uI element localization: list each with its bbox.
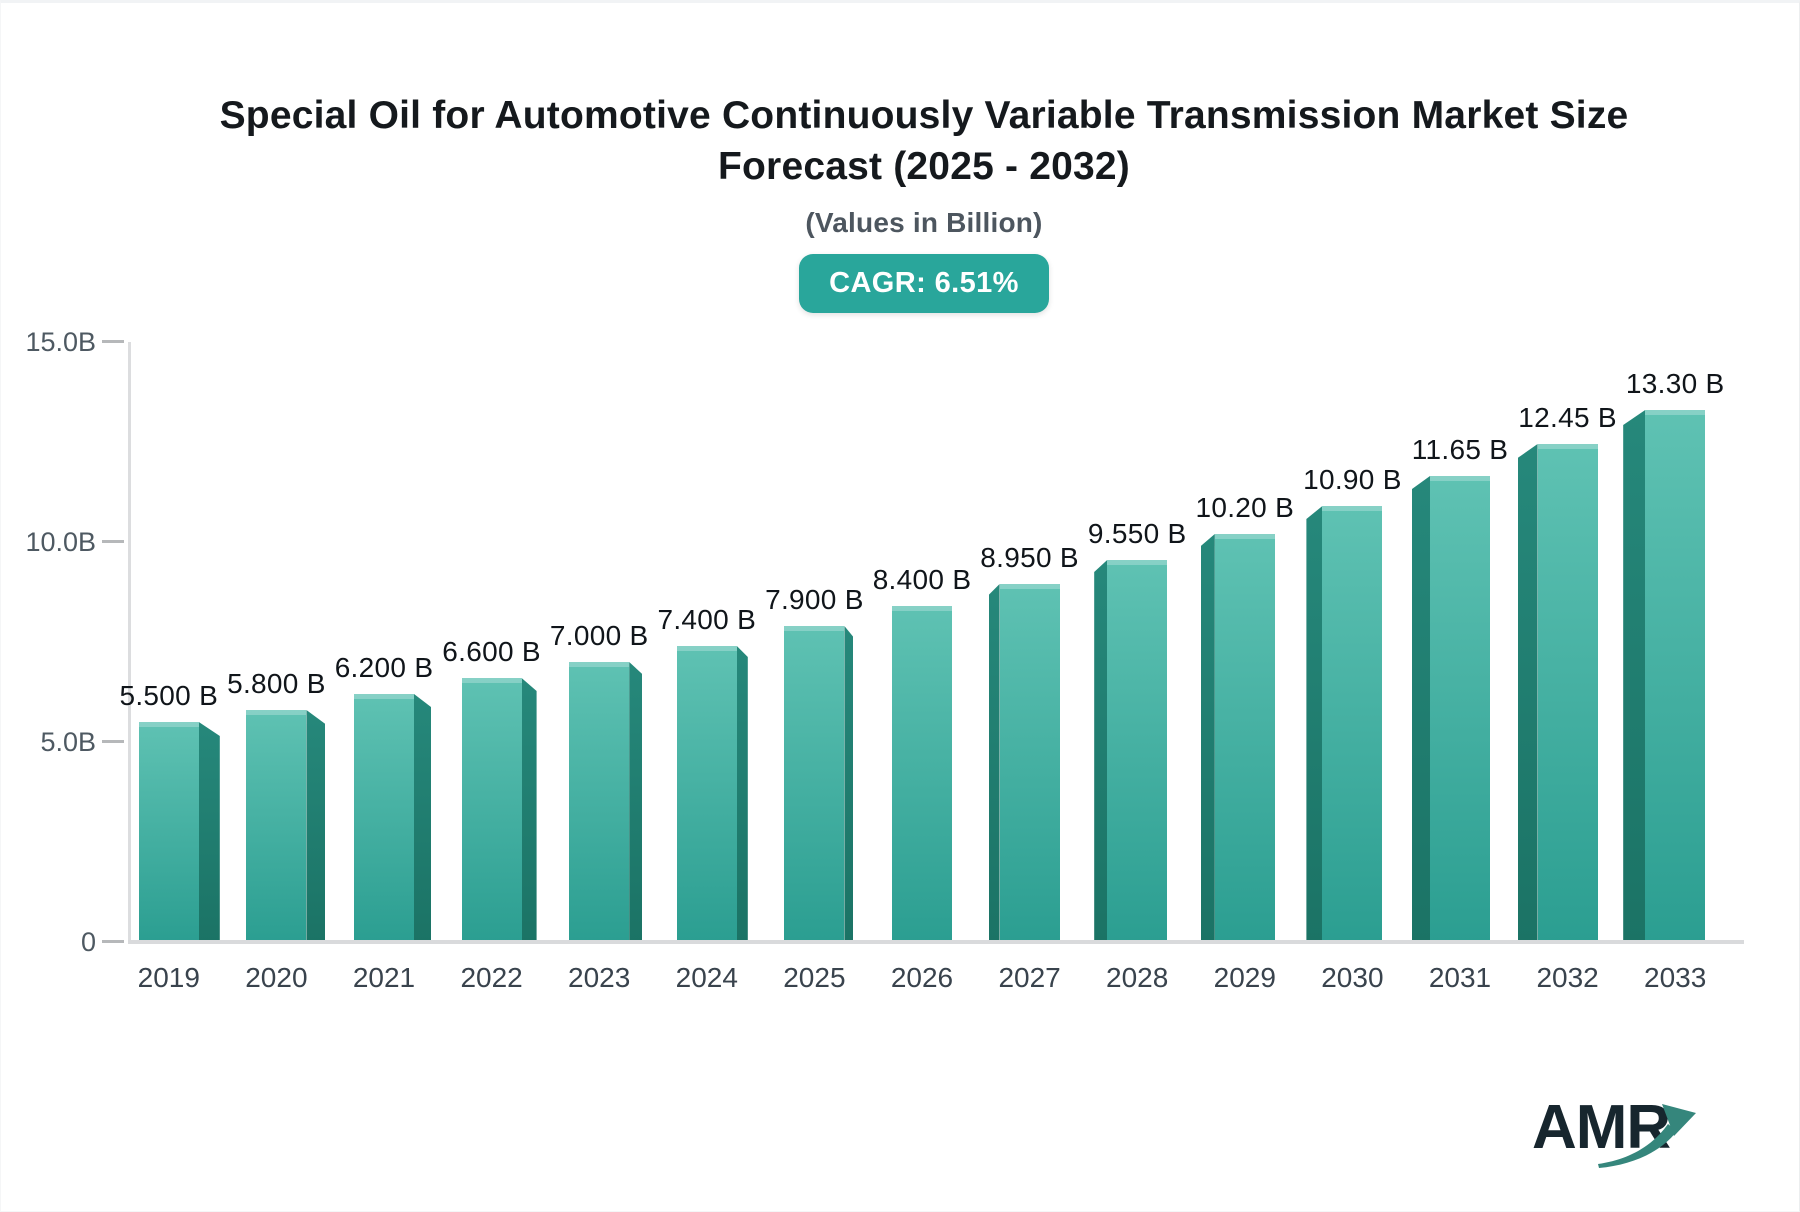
bar-2020	[246, 710, 307, 942]
bar-2025	[784, 626, 845, 942]
bar-value-label-2021: 6.200 B	[334, 652, 434, 683]
bar-value-label-2028: 9.550 B	[1087, 518, 1187, 549]
bar-2032	[1537, 444, 1598, 942]
bar-top-highlight	[892, 606, 952, 611]
bar-side-2028	[1094, 560, 1108, 942]
bar-top-highlight	[1107, 560, 1168, 565]
x-axis-label-2031: 2031	[1428, 962, 1492, 993]
bar-2033	[1645, 410, 1706, 942]
bar-side-2031	[1412, 476, 1430, 942]
y-axis-line	[128, 342, 131, 942]
bar-value-label-2019: 5.500 B	[119, 680, 219, 711]
amr-logo: AMR	[1532, 1086, 1702, 1170]
x-axis-label-2019: 2019	[137, 962, 200, 993]
bar-side-2024	[736, 646, 748, 942]
bar-value-label-2023: 7.000 B	[549, 620, 649, 651]
bar-value-label-2033: 13.30 B	[1625, 368, 1725, 399]
bar-side-2029	[1200, 534, 1215, 942]
y-tick-label-10.0B: 10.0B	[25, 527, 96, 557]
bar-top-highlight	[999, 584, 1060, 589]
bar-2024	[676, 646, 737, 942]
growth-arrow-icon	[1598, 1104, 1696, 1168]
bar-2028	[1107, 560, 1168, 942]
bar-side-2019	[198, 722, 220, 942]
bar-top-highlight	[1645, 410, 1706, 415]
bar-top-highlight	[1322, 506, 1383, 511]
y-tick-label-0: 0	[80, 927, 96, 957]
x-axis-label-2024: 2024	[675, 962, 738, 993]
bar-top-highlight	[1214, 534, 1275, 539]
bar-top-highlight	[461, 678, 522, 683]
bar-value-label-2029: 10.20 B	[1195, 492, 1295, 523]
cagr-badge: CAGR: 6.51%	[799, 253, 1049, 313]
chart-title-line-1: Special Oil for Automotive Continuously …	[219, 94, 1629, 137]
x-axis-label-2023: 2023	[568, 962, 631, 993]
bar-2029	[1214, 534, 1275, 942]
bar-value-label-2030: 10.90 B	[1303, 464, 1402, 495]
x-axis-label-2022: 2022	[460, 962, 523, 993]
bar-value-label-2022: 6.600 B	[442, 636, 541, 667]
x-axis-label-2027: 2027	[998, 962, 1061, 993]
chart-title: Special Oil for Automotive Continuously …	[24, 90, 1800, 193]
x-axis-label-2028: 2028	[1106, 962, 1169, 993]
bar-value-label-2031: 11.65 B	[1411, 434, 1509, 465]
bar-value-label-2027: 8.950 B	[980, 542, 1079, 573]
x-axis-line	[128, 940, 1744, 944]
bar-value-label-2026: 8.400 B	[872, 564, 972, 595]
bar-side-2020	[306, 710, 326, 942]
bar-value-label-2020: 5.800 B	[227, 668, 326, 699]
bar-top-highlight	[784, 626, 845, 631]
x-axis-label-2025: 2025	[783, 962, 846, 993]
y-tick-5.0B	[102, 740, 124, 743]
bar-side-2032	[1517, 444, 1538, 942]
bar-top-highlight	[354, 694, 414, 699]
bar-value-label-2032: 12.45 B	[1518, 402, 1617, 433]
bar-2019	[138, 722, 199, 942]
bar-side-2022	[521, 678, 537, 942]
y-tick-label-15.0B: 15.0B	[25, 327, 96, 357]
bar-side-2023	[629, 662, 643, 942]
bar-top-highlight	[1430, 476, 1490, 481]
bar-2021	[354, 694, 414, 942]
bar-side-2033	[1623, 410, 1646, 942]
chart-header: Special Oil for Automotive Continuously …	[24, 90, 1800, 313]
bar-2031	[1430, 476, 1490, 942]
bar-top-highlight	[676, 646, 737, 651]
x-axis-label-2026: 2026	[890, 962, 954, 993]
bar-top-highlight	[1537, 444, 1598, 449]
bar-value-label-2025: 7.900 B	[765, 584, 864, 615]
bar-side-2030	[1306, 506, 1323, 942]
x-axis-label-2029: 2029	[1213, 962, 1276, 993]
x-axis-label-2020: 2020	[245, 962, 308, 993]
x-axis-label-2033: 2033	[1644, 962, 1707, 993]
bar-side-2025	[844, 626, 854, 942]
bar-2022	[461, 678, 522, 942]
bar-2027	[999, 584, 1060, 942]
bar-2023	[569, 662, 630, 942]
x-axis-label-2032: 2032	[1536, 962, 1599, 993]
bar-top-highlight	[246, 710, 307, 715]
bar-top-highlight	[569, 662, 630, 667]
bar-top-highlight	[138, 722, 199, 727]
chart-subtitle: (Values in Billion)	[805, 206, 1043, 238]
bar-side-2027	[988, 584, 1000, 942]
y-tick-15.0B	[102, 340, 124, 343]
bar-2026	[892, 606, 952, 942]
x-axis-label-2030: 2030	[1321, 962, 1384, 993]
bar-value-label-2024: 7.400 B	[657, 604, 757, 635]
x-axis-label-2021: 2021	[352, 962, 416, 993]
y-tick-0	[102, 940, 124, 943]
y-tick-label-5.0B: 5.0B	[40, 727, 96, 757]
bar-2030	[1322, 506, 1383, 942]
y-tick-10.0B	[102, 540, 124, 543]
chart-title-line-2: Forecast (2025 - 2032)	[718, 145, 1130, 189]
bar-side-2021	[414, 694, 431, 942]
